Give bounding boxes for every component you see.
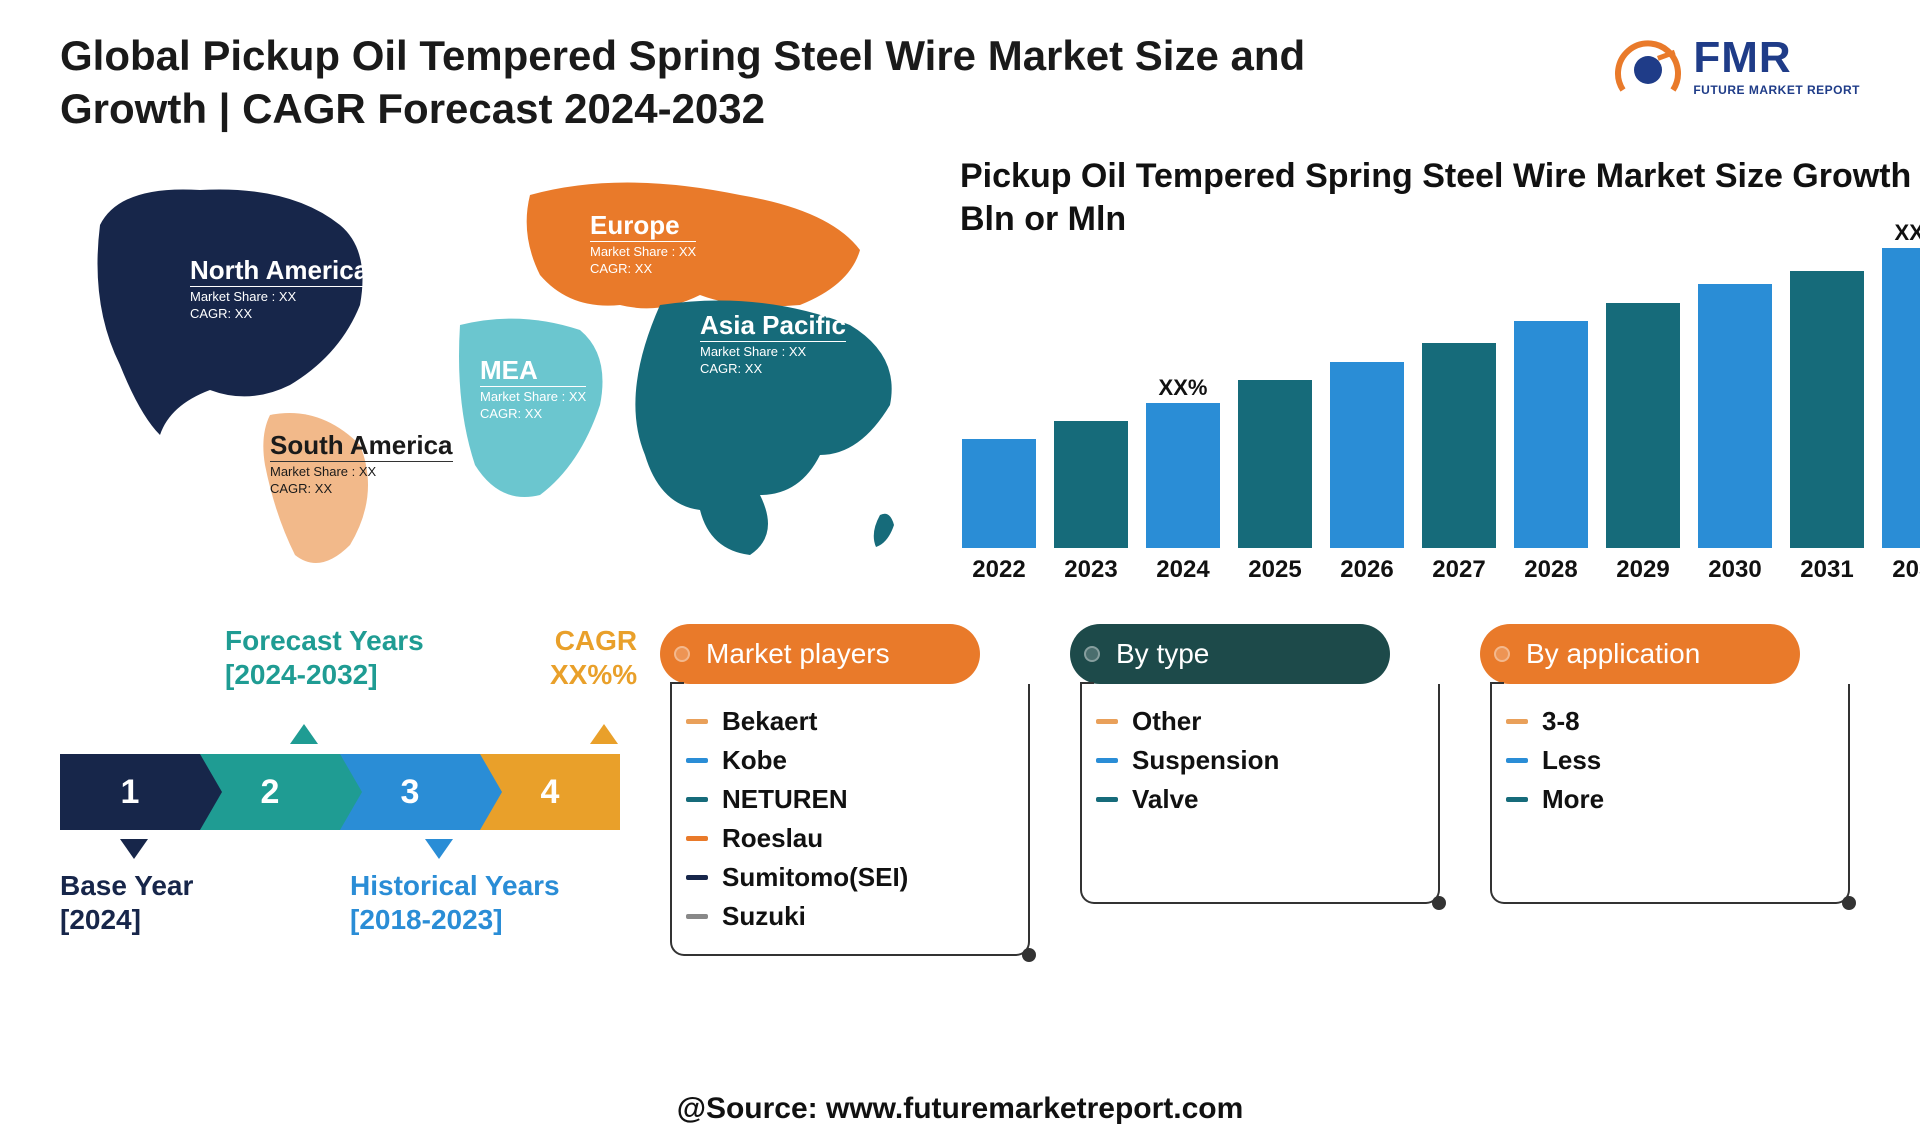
cagr-arrow-icon	[590, 724, 618, 744]
header: Global Pickup Oil Tempered Spring Steel …	[0, 0, 1920, 145]
timeline-segment: 1	[60, 754, 200, 830]
category-item: Other	[1090, 702, 1430, 741]
bar-chart: Pickup Oil Tempered Spring Steel Wire Ma…	[960, 155, 1920, 584]
main-row: North America Market Share : XX CAGR: XX…	[0, 145, 1920, 584]
category-item: Less	[1500, 741, 1840, 780]
category-block: By type Other Suspension Valve	[1070, 624, 1450, 964]
timeline-bar: 1234	[60, 754, 620, 830]
bar: 2026	[1328, 362, 1406, 584]
bar: 2028	[1512, 321, 1590, 584]
timeline: Forecast Years [2024-2032] CAGR XX%% 123…	[60, 624, 630, 964]
logo: FMR FUTURE MARKET REPORT	[1613, 30, 1860, 100]
category-item: Kobe	[680, 741, 1020, 780]
historical-arrow-icon	[425, 839, 453, 859]
cagr-label: CAGR XX%%	[550, 624, 637, 691]
bar: 2031	[1788, 271, 1866, 584]
category-pill: By type	[1070, 624, 1390, 684]
bar: 2029	[1604, 303, 1682, 584]
forecast-arrow-icon	[290, 724, 318, 744]
category-frame: 3-8 Less More	[1490, 684, 1850, 904]
category-pill: By application	[1480, 624, 1800, 684]
source-label: @Source: www.futuremarketreport.com	[677, 1092, 1244, 1126]
category-item: Suzuki	[680, 897, 1020, 936]
bar: 2030	[1696, 284, 1774, 584]
bar: XX% 2024	[1144, 403, 1222, 584]
bar: 2025	[1236, 380, 1314, 584]
category-item: Bekaert	[680, 702, 1020, 741]
category-item: NETUREN	[680, 780, 1020, 819]
category-item: Sumitomo(SEI)	[680, 858, 1020, 897]
category-item: 3-8	[1500, 702, 1840, 741]
region-label: Asia Pacific Market Share : XX CAGR: XX	[700, 310, 846, 378]
category-block: Market players Bekaert Kobe NETUREN Roes…	[660, 624, 1040, 964]
world-map: North America Market Share : XX CAGR: XX…	[60, 155, 920, 575]
bar-series: 2022 2023 XX% 2024 2025 2026 2027 2028 2…	[960, 254, 1920, 584]
bar: 2022	[960, 439, 1038, 584]
category-item: Valve	[1090, 780, 1430, 819]
category-item: More	[1500, 780, 1840, 819]
bar: 2027	[1420, 343, 1498, 584]
chart-title: Pickup Oil Tempered Spring Steel Wire Ma…	[960, 155, 1920, 240]
logo-sub-label: FUTURE MARKET REPORT	[1693, 83, 1860, 97]
region-label: Europe Market Share : XX CAGR: XX	[590, 210, 696, 278]
category-frame: Bekaert Kobe NETUREN Roeslau Sumitomo(SE…	[670, 684, 1030, 956]
category-item: Roeslau	[680, 819, 1020, 858]
logo-text: FMR FUTURE MARKET REPORT	[1693, 33, 1860, 97]
base-year-label: Base Year [2024]	[60, 869, 193, 936]
category-frame: Other Suspension Valve	[1080, 684, 1440, 904]
region-label: North America Market Share : XX CAGR: XX	[190, 255, 368, 323]
bar: 2023	[1052, 421, 1130, 584]
category-pill: Market players	[660, 624, 980, 684]
bar: XX% 2032	[1880, 248, 1920, 584]
forecast-label: Forecast Years [2024-2032]	[225, 624, 424, 691]
region-label: MEA Market Share : XX CAGR: XX	[480, 355, 586, 423]
base-arrow-icon	[120, 839, 148, 859]
historical-label: Historical Years [2018-2023]	[350, 869, 560, 936]
category-item: Suspension	[1090, 741, 1430, 780]
region-label: South America Market Share : XX CAGR: XX	[270, 430, 453, 498]
page-title: Global Pickup Oil Tempered Spring Steel …	[60, 30, 1460, 135]
bottom-row: Forecast Years [2024-2032] CAGR XX%% 123…	[0, 584, 1920, 964]
category-row: Market players Bekaert Kobe NETUREN Roes…	[660, 624, 1860, 964]
logo-fmr-label: FMR	[1693, 33, 1860, 83]
fmr-logo-icon	[1613, 30, 1683, 100]
category-block: By application 3-8 Less More	[1480, 624, 1860, 964]
